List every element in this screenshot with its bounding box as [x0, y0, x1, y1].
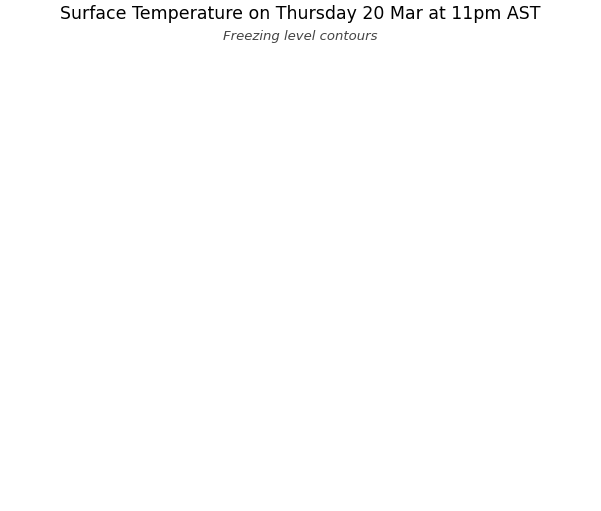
Text: Surface Temperature on Thursday 20 Mar at 11pm AST: Surface Temperature on Thursday 20 Mar a…: [60, 6, 541, 24]
Text: Freezing level contours: Freezing level contours: [223, 30, 378, 43]
